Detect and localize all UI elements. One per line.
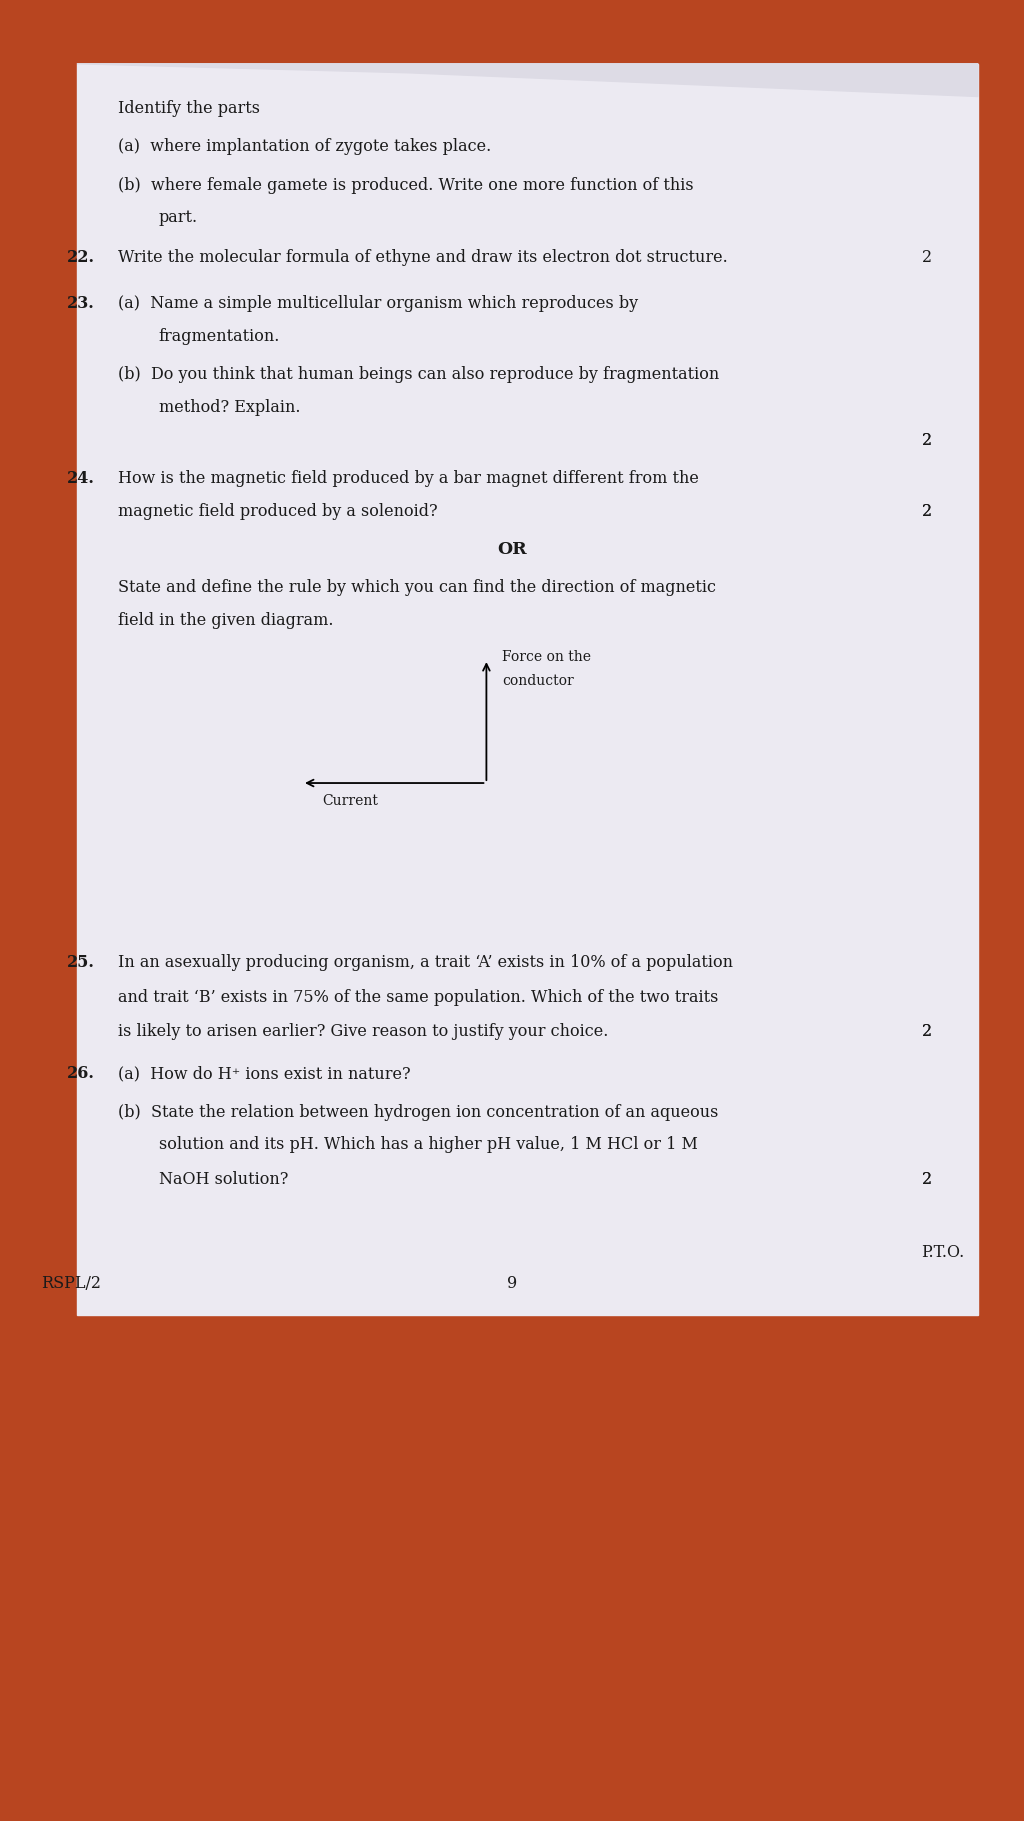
- Text: magnetic field produced by a solenoid?: magnetic field produced by a solenoid?: [118, 503, 437, 519]
- Text: solution and its pH. Which has a higher pH value, 1 M HCl or 1 M: solution and its pH. Which has a higher …: [159, 1136, 697, 1153]
- Text: is likely to arisen earlier? Give reason to justify your choice.: is likely to arisen earlier? Give reason…: [118, 1023, 608, 1040]
- Text: Identify the parts: Identify the parts: [118, 100, 260, 117]
- Text: NaOH solution?: NaOH solution?: [159, 1171, 288, 1187]
- Text: (b)  State the relation between hydrogen ion concentration of an aqueous: (b) State the relation between hydrogen …: [118, 1104, 718, 1120]
- Text: 26.: 26.: [67, 1065, 94, 1082]
- Text: Current: Current: [323, 794, 379, 809]
- Text: 2: 2: [922, 1023, 932, 1040]
- Polygon shape: [77, 64, 978, 97]
- Text: 2: 2: [922, 1171, 932, 1187]
- Text: conductor: conductor: [502, 674, 573, 688]
- Text: fragmentation.: fragmentation.: [159, 328, 281, 344]
- Text: and trait ‘B’ exists in 75% of the same population. Which of the two traits: and trait ‘B’ exists in 75% of the same …: [118, 989, 718, 1005]
- Text: field in the given diagram.: field in the given diagram.: [118, 612, 333, 628]
- Text: (a)  Name a simple multicellular organism which reproduces by: (a) Name a simple multicellular organism…: [118, 295, 638, 311]
- Polygon shape: [77, 64, 978, 1315]
- Text: In an asexually producing organism, a trait ‘A’ exists in 10% of a population: In an asexually producing organism, a tr…: [118, 954, 733, 971]
- Text: 24.: 24.: [67, 470, 94, 486]
- Text: 2: 2: [922, 249, 932, 266]
- Text: method? Explain.: method? Explain.: [159, 399, 300, 415]
- Text: part.: part.: [159, 209, 198, 226]
- Polygon shape: [0, 1315, 1024, 1821]
- Text: 2: 2: [922, 1171, 932, 1187]
- Text: 25.: 25.: [67, 954, 94, 971]
- Text: (a)  where implantation of zygote takes place.: (a) where implantation of zygote takes p…: [118, 138, 492, 155]
- Text: P.T.O.: P.T.O.: [922, 1244, 965, 1260]
- Text: (b)  Do you think that human beings can also reproduce by fragmentation: (b) Do you think that human beings can a…: [118, 366, 719, 382]
- Text: 2: 2: [922, 1023, 932, 1040]
- Text: 22.: 22.: [67, 249, 94, 266]
- Text: (b)  where female gamete is produced. Write one more function of this: (b) where female gamete is produced. Wri…: [118, 177, 693, 193]
- Text: 2: 2: [922, 432, 932, 448]
- Text: 9: 9: [507, 1275, 517, 1291]
- Text: 2: 2: [922, 503, 932, 519]
- Text: State and define the rule by which you can find the direction of magnetic: State and define the rule by which you c…: [118, 579, 716, 595]
- Text: RSPL/2: RSPL/2: [41, 1275, 101, 1291]
- Text: 2: 2: [922, 503, 932, 519]
- Polygon shape: [0, 0, 1024, 64]
- Text: (a)  How do H⁺ ions exist in nature?: (a) How do H⁺ ions exist in nature?: [118, 1065, 411, 1082]
- Text: OR: OR: [498, 541, 526, 557]
- Text: 23.: 23.: [67, 295, 94, 311]
- Text: Force on the: Force on the: [502, 650, 591, 665]
- Text: 2: 2: [922, 432, 932, 448]
- Text: Write the molecular formula of ethyne and draw its electron dot structure.: Write the molecular formula of ethyne an…: [118, 249, 727, 266]
- Text: How is the magnetic field produced by a bar magnet different from the: How is the magnetic field produced by a …: [118, 470, 698, 486]
